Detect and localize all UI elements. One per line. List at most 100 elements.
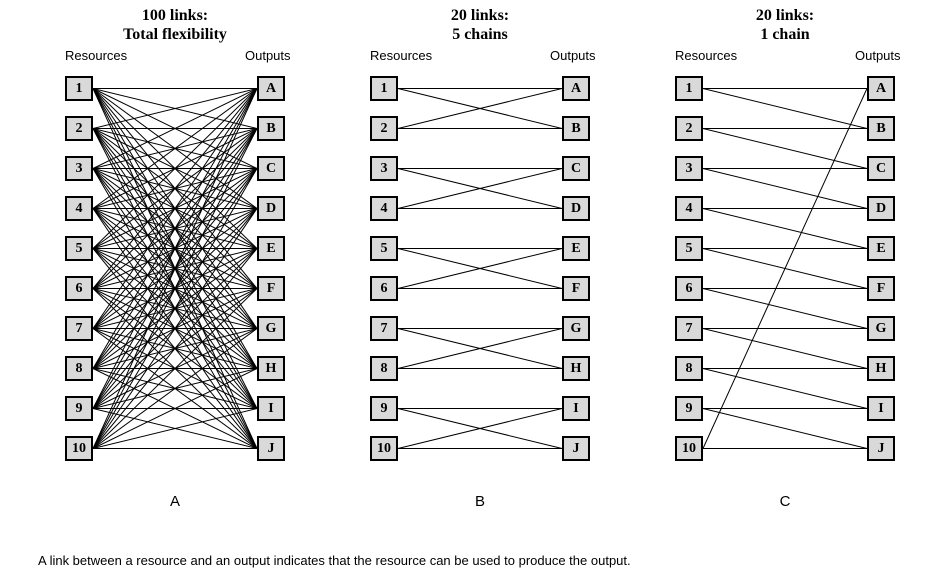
- edge: [93, 129, 257, 209]
- output-node: A: [562, 76, 590, 101]
- edge: [93, 169, 257, 209]
- edge: [93, 89, 257, 329]
- resource-node: 9: [675, 396, 703, 421]
- resource-node: 5: [675, 236, 703, 261]
- edge: [703, 289, 867, 329]
- edge: [93, 369, 257, 449]
- resource-node: 10: [65, 436, 93, 461]
- output-node: E: [257, 236, 285, 261]
- panel-letter: A: [25, 493, 325, 510]
- edge: [93, 289, 257, 329]
- edge: [93, 369, 257, 409]
- panel-letter: B: [330, 493, 630, 510]
- edge: [93, 169, 257, 409]
- edge: [398, 169, 562, 209]
- edge: [398, 89, 562, 129]
- edge: [398, 249, 562, 289]
- edge: [703, 249, 867, 289]
- resource-node: 10: [370, 436, 398, 461]
- edge: [93, 289, 257, 409]
- output-node: J: [562, 436, 590, 461]
- edge: [93, 209, 257, 409]
- edge: [93, 169, 257, 289]
- outputs-label: Outputs: [855, 48, 901, 63]
- panel-letter: C: [635, 493, 935, 510]
- output-node: H: [257, 356, 285, 381]
- edge: [93, 209, 257, 369]
- resource-node: 5: [65, 236, 93, 261]
- output-node: F: [867, 276, 895, 301]
- edge: [398, 249, 562, 289]
- edge: [93, 169, 257, 289]
- edge: [703, 169, 867, 209]
- resource-node: 7: [65, 316, 93, 341]
- edge: [93, 89, 257, 449]
- edge: [93, 169, 257, 449]
- edge: [93, 129, 257, 289]
- edge: [398, 169, 562, 209]
- edge: [93, 289, 257, 369]
- edge: [93, 409, 257, 449]
- panel-title: 20 links: 1 chain: [635, 6, 935, 44]
- resource-node: 6: [370, 276, 398, 301]
- resource-node: 8: [65, 356, 93, 381]
- edge: [93, 89, 257, 209]
- edge: [93, 129, 257, 249]
- resource-node: 6: [65, 276, 93, 301]
- resources-label: Resources: [675, 48, 737, 63]
- edge: [93, 129, 257, 449]
- edge: [93, 129, 257, 169]
- output-node: G: [562, 316, 590, 341]
- edge: [93, 249, 257, 409]
- edge: [93, 209, 257, 289]
- edge: [93, 129, 257, 369]
- edge: [398, 329, 562, 369]
- edge: [93, 329, 257, 369]
- output-node: E: [562, 236, 590, 261]
- output-node: I: [867, 396, 895, 421]
- edge: [93, 129, 257, 329]
- edge: [398, 409, 562, 449]
- resource-node: 1: [675, 76, 703, 101]
- output-node: E: [867, 236, 895, 261]
- edge: [93, 209, 257, 329]
- output-node: A: [257, 76, 285, 101]
- resource-node: 9: [65, 396, 93, 421]
- resource-node: 4: [370, 196, 398, 221]
- resource-node: 3: [65, 156, 93, 181]
- edge: [93, 329, 257, 449]
- output-node: F: [562, 276, 590, 301]
- edge: [93, 249, 257, 369]
- edge: [93, 89, 257, 409]
- edge: [398, 409, 562, 449]
- edge: [398, 329, 562, 369]
- resource-node: 8: [675, 356, 703, 381]
- resource-node: 10: [675, 436, 703, 461]
- edge: [93, 129, 257, 329]
- edge: [93, 249, 257, 329]
- resource-node: 2: [675, 116, 703, 141]
- edge: [93, 289, 257, 329]
- edge: [93, 129, 257, 289]
- edge: [93, 289, 257, 409]
- output-node: C: [867, 156, 895, 181]
- output-node: B: [562, 116, 590, 141]
- edge: [93, 129, 257, 209]
- edge: [93, 209, 257, 409]
- edge: [93, 129, 257, 409]
- edge: [93, 89, 257, 129]
- panel-B: 20 links: 5 chainsResourcesOutputs123456…: [330, 0, 630, 510]
- edge: [93, 289, 257, 369]
- resource-node: 9: [370, 396, 398, 421]
- edge: [93, 369, 257, 409]
- edge: [93, 129, 257, 369]
- edge: [93, 129, 257, 409]
- edge: [93, 249, 257, 449]
- outputs-label: Outputs: [550, 48, 596, 63]
- edge: [703, 329, 867, 369]
- edge: [93, 249, 257, 409]
- resource-node: 3: [675, 156, 703, 181]
- edge: [93, 89, 257, 249]
- edge: [93, 209, 257, 289]
- edge: [93, 209, 257, 329]
